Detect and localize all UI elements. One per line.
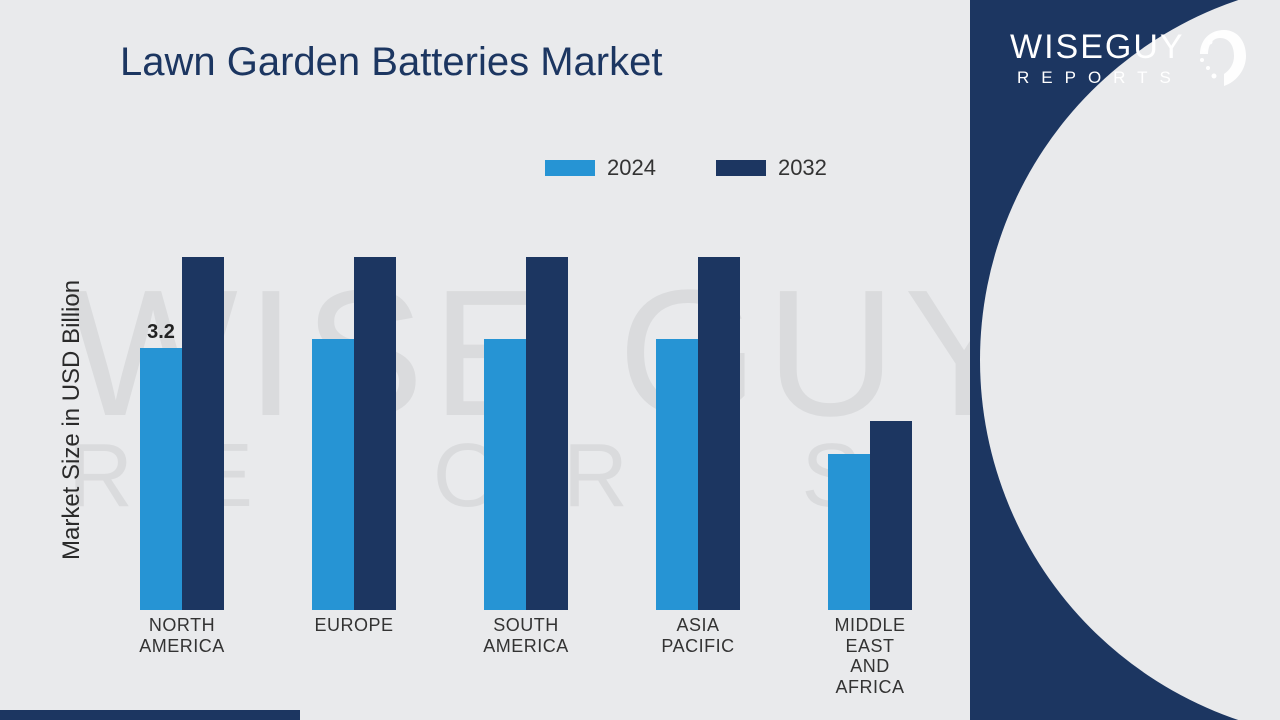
x-category-label: NORTHAMERICA xyxy=(102,615,262,656)
chart-area: 3.2 NORTHAMERICA EUROPE SOUTHAMERICA ASIAPA… xyxy=(100,160,980,720)
bar-2032 xyxy=(182,257,224,610)
x-category-label: SOUTHAMERICA xyxy=(446,615,606,656)
footer-accent-bar xyxy=(0,710,300,720)
bar-2024 xyxy=(484,339,526,610)
chart-title: Lawn Garden Batteries Market xyxy=(120,40,662,85)
bar-2024 xyxy=(656,339,698,610)
logo-head-icon: WISEGUY REPORTS xyxy=(1010,28,1250,102)
bar-2024 xyxy=(312,339,354,610)
x-category-label: ASIAPACIFIC xyxy=(618,615,778,656)
page: WISE GUY REPORTS WISEGUY REPORTS Lawn Ga… xyxy=(0,0,1280,720)
x-category-label: EUROPE xyxy=(274,615,434,636)
bar-2024 xyxy=(828,454,870,610)
bar-2032 xyxy=(526,257,568,610)
bar-2024 xyxy=(140,348,182,610)
logo-text-1: WISEGUY xyxy=(1010,28,1185,66)
logo-text-2: REPORTS xyxy=(1017,68,1183,87)
bar-2032 xyxy=(698,257,740,610)
brand-logo: WISEGUY REPORTS xyxy=(1010,28,1250,107)
bar-2032 xyxy=(870,421,912,610)
bar-2032 xyxy=(354,257,396,610)
x-category-label: MIDDLEEASTANDAFRICA xyxy=(790,615,950,698)
y-axis-label: Market Size in USD Billion xyxy=(58,280,86,560)
bar-value-label: 3.2 xyxy=(136,321,186,344)
plot-area: 3.2 xyxy=(100,200,980,610)
